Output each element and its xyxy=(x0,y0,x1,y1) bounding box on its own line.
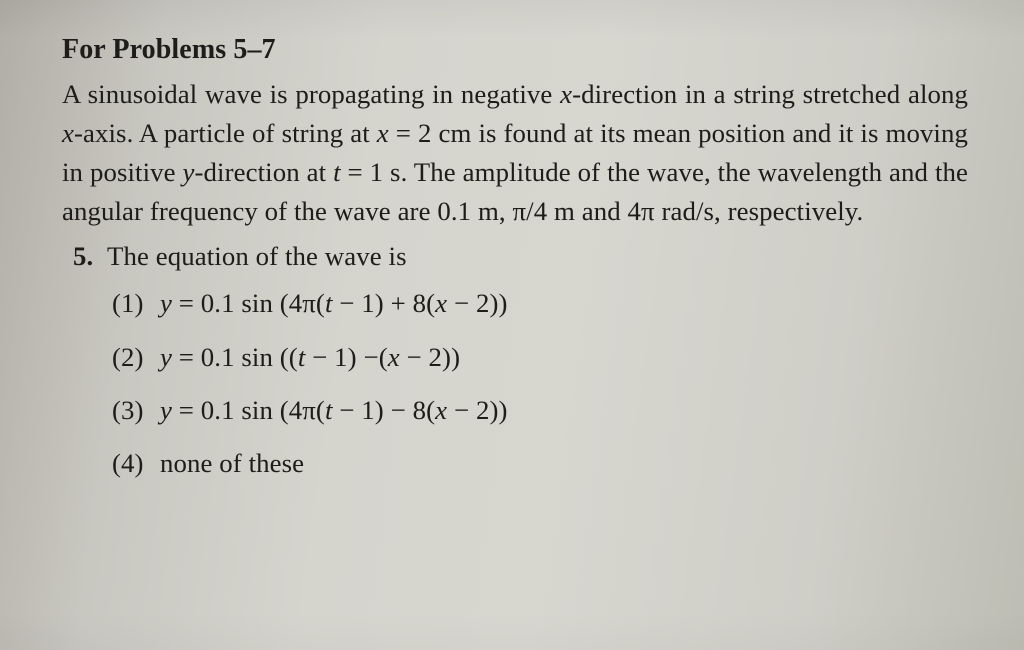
option-number: (3) xyxy=(112,391,160,430)
option-text: y = 0.1 sin (4π(t − 1) − 8(x − 2)) xyxy=(160,391,508,430)
option-2: (2) y = 0.1 sin ((t − 1) −(x − 2)) xyxy=(112,338,968,377)
option-4: (4) none of these xyxy=(112,444,968,483)
passage-text: A sinusoidal wave is propagating in nega… xyxy=(62,75,968,231)
option-number: (4) xyxy=(112,444,160,483)
question-text: The equation of the wave is xyxy=(107,237,407,276)
option-text: y = 0.1 sin ((t − 1) −(x − 2)) xyxy=(160,338,460,377)
option-number: (2) xyxy=(112,338,160,377)
problems-heading: For Problems 5–7 xyxy=(62,30,968,71)
option-1: (1) y = 0.1 sin (4π(t − 1) + 8(x − 2)) xyxy=(112,284,968,323)
question-number: 5. xyxy=(73,237,107,276)
options-list: (1) y = 0.1 sin (4π(t − 1) + 8(x − 2)) (… xyxy=(62,284,968,482)
option-3: (3) y = 0.1 sin (4π(t − 1) − 8(x − 2)) xyxy=(112,391,968,430)
option-number: (1) xyxy=(112,284,160,323)
option-text: none of these xyxy=(160,444,304,483)
option-text: y = 0.1 sin (4π(t − 1) + 8(x − 2)) xyxy=(160,284,508,323)
question-line: 5. The equation of the wave is xyxy=(62,237,968,276)
